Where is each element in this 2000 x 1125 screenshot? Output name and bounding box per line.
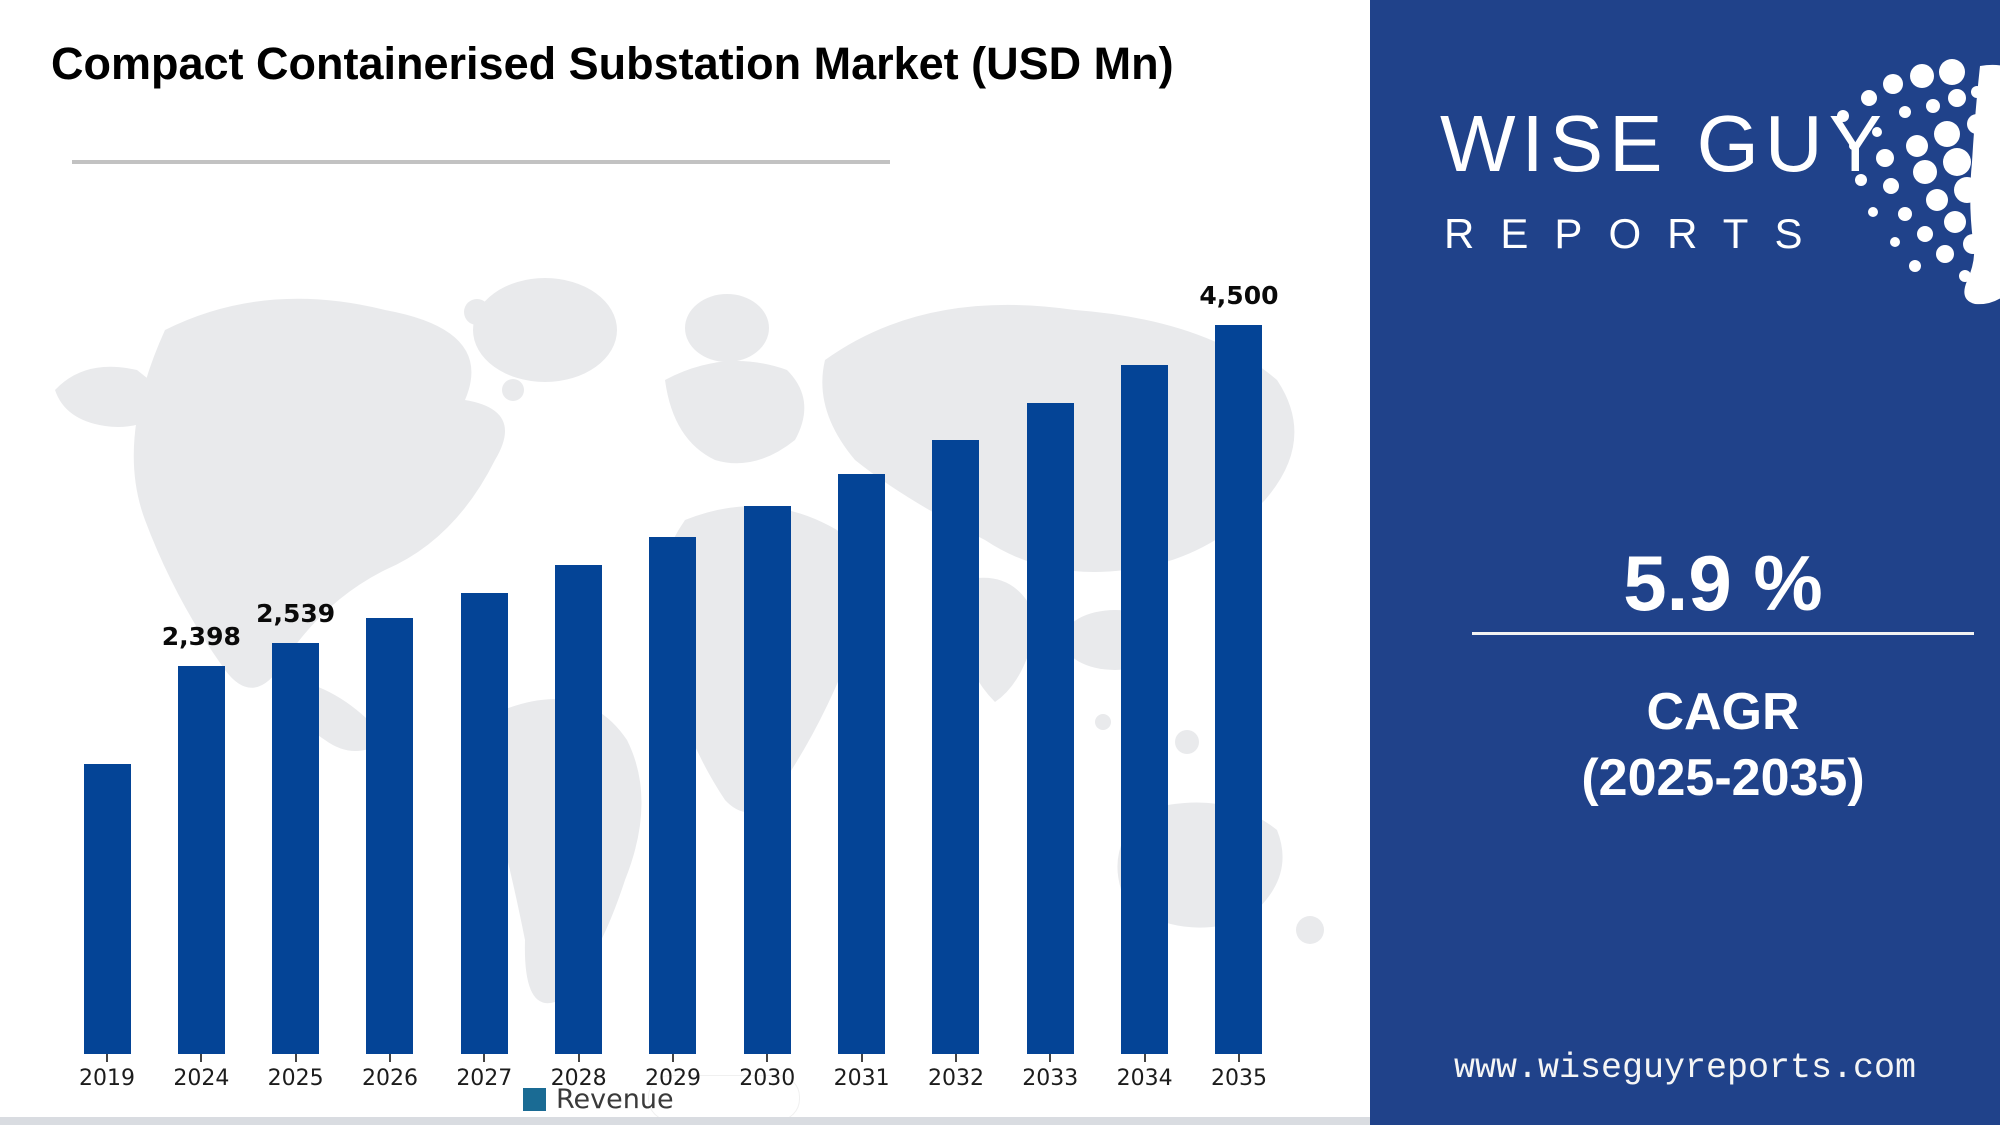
x-axis-tick xyxy=(106,1054,108,1062)
bar-2030 xyxy=(743,506,791,1054)
title-underline xyxy=(72,160,890,164)
x-axis-label-2028: 2028 xyxy=(550,1066,607,1091)
logo-wise-guy-text: WISE GUY xyxy=(1440,99,1889,188)
bars-layer: 2019 2,398 2024 2,539 2025 2026 2027 2028 2029 20… xyxy=(79,281,1279,1091)
bar-2029 xyxy=(649,537,697,1054)
bar-2031 xyxy=(838,474,886,1054)
x-axis-tick xyxy=(1049,1054,1052,1062)
bar-2035 xyxy=(1215,325,1263,1054)
x-axis-label-2032: 2032 xyxy=(927,1066,984,1091)
logo-reports-text: REPORTS xyxy=(1444,210,1829,257)
x-axis-tick xyxy=(1143,1054,1146,1062)
x-axis-label-2024: 2024 xyxy=(173,1066,230,1091)
x-axis-tick xyxy=(577,1054,580,1062)
cagr-value: 5.9 % xyxy=(1623,539,1823,627)
x-axis-label-2019: 2019 xyxy=(79,1066,135,1091)
bar-2025 xyxy=(272,643,320,1054)
bar-2032 xyxy=(932,440,980,1054)
x-axis-tick xyxy=(860,1054,863,1062)
x-axis-tick xyxy=(954,1054,957,1062)
chart-title: Compact Containerised Substation Market … xyxy=(51,38,1174,89)
x-axis-tick xyxy=(1237,1054,1240,1062)
bar-value-label-2025: 2,539 xyxy=(256,599,336,628)
brand-panel: WISE GUY REPORTS xyxy=(1370,0,2000,1125)
bar-2034 xyxy=(1121,365,1169,1054)
legend-item-revenue[interactable]: Revenue xyxy=(523,1083,674,1115)
bar-2024 xyxy=(177,666,225,1054)
x-axis-label-2033: 2033 xyxy=(1022,1066,1079,1091)
x-axis-tick xyxy=(294,1054,297,1062)
bar-2028 xyxy=(555,565,603,1054)
wise-guy-reports-logo: WISE GUY REPORTS xyxy=(1440,59,2000,340)
bar-value-label-2035: 4,500 xyxy=(1199,281,1279,310)
legend-highlight-pill xyxy=(648,1075,800,1121)
bar-2027 xyxy=(460,593,508,1054)
x-axis-label-2027: 2027 xyxy=(456,1066,513,1091)
x-axis-tick xyxy=(766,1054,769,1062)
x-axis-tick xyxy=(671,1054,674,1062)
bar-value-label-2024: 2,398 xyxy=(161,622,241,651)
x-axis-label-2031: 2031 xyxy=(833,1066,890,1091)
bar-2033 xyxy=(1026,403,1074,1054)
cagr-divider xyxy=(1472,632,1974,635)
legend-swatch-icon xyxy=(523,1087,546,1111)
bottom-strip xyxy=(0,1117,1370,1125)
x-axis-tick xyxy=(388,1054,391,1062)
x-axis-tick xyxy=(200,1054,203,1062)
x-axis-label-2029: 2029 xyxy=(644,1066,701,1091)
bar-2019 xyxy=(83,764,131,1054)
bar-2026 xyxy=(366,618,414,1054)
x-axis-label-2034: 2034 xyxy=(1116,1066,1173,1091)
x-axis-label-2025: 2025 xyxy=(267,1066,324,1091)
x-axis-label-2035: 2035 xyxy=(1210,1066,1267,1091)
x-axis-tick xyxy=(483,1054,486,1062)
website-url: www.wiseguyreports.com xyxy=(1453,1048,1917,1088)
chart-area: Compact Containerised Substation Market … xyxy=(0,38,1370,1125)
legend-label: Revenue xyxy=(556,1083,674,1115)
cagr-label: CAGR xyxy=(1646,683,1800,741)
dotted-head-icon xyxy=(1837,59,2000,305)
x-axis-label-2030: 2030 xyxy=(739,1066,796,1091)
cagr-period: (2025-2035) xyxy=(1581,749,1865,807)
x-axis-label-2026: 2026 xyxy=(361,1066,418,1091)
